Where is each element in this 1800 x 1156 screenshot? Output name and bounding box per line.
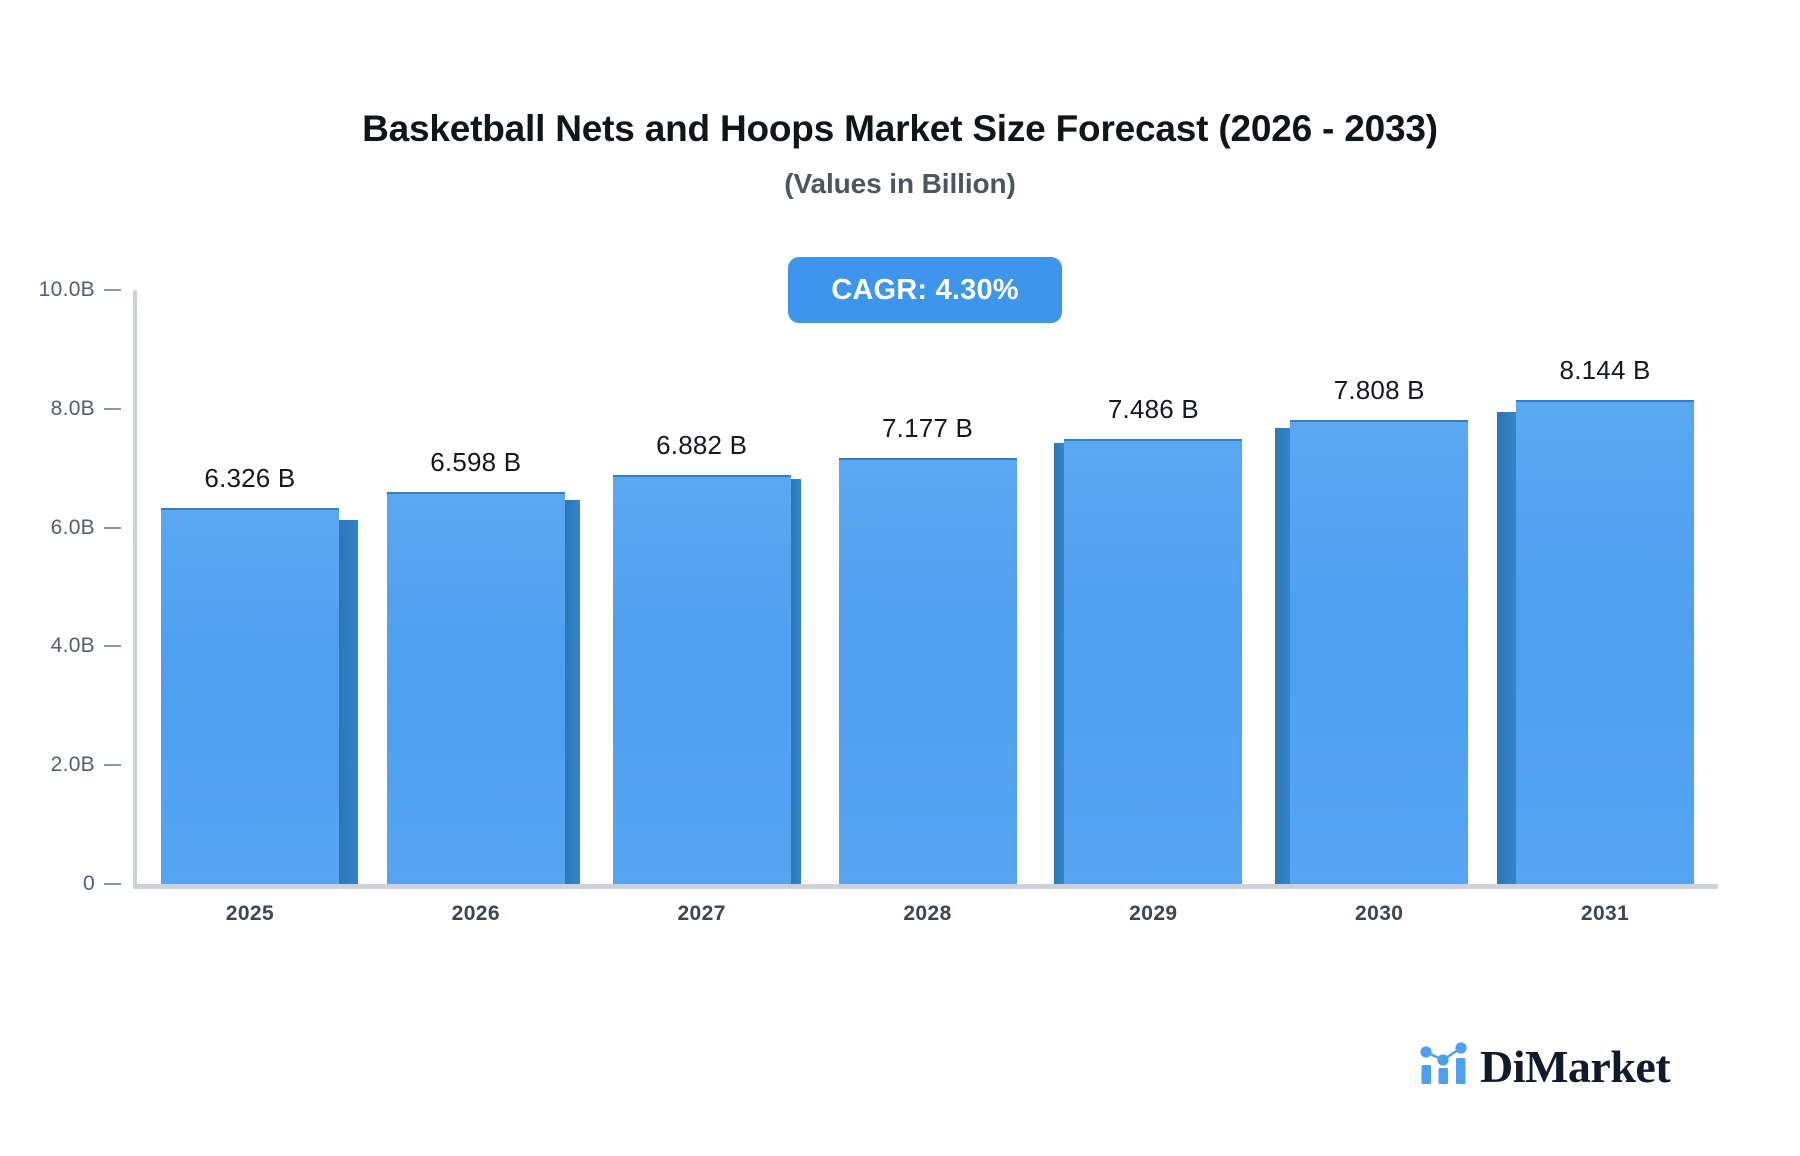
bar-value-label: 8.144 B — [1559, 355, 1651, 386]
bar-chart-dots-icon — [1418, 1040, 1470, 1093]
x-axis-category-label: 2029 — [1129, 902, 1178, 925]
y-axis-tick-mark — [104, 883, 121, 885]
y-axis-tick-mark — [104, 526, 121, 529]
bar-side-face — [338, 520, 358, 884]
bar-side-face — [1497, 412, 1517, 884]
brand-logo: DiMarket — [1418, 1040, 1671, 1093]
bar-front-face — [1064, 439, 1243, 884]
bar: 7.808 B — [1275, 0, 1469, 884]
y-axis-line — [133, 290, 137, 886]
bar-front-face — [160, 508, 339, 884]
bar-front-face — [612, 475, 791, 884]
y-axis-tick-label: 4.0B — [50, 634, 95, 658]
bar-value-label: 7.177 B — [881, 412, 974, 443]
bar: 8.144 B — [1497, 0, 1695, 884]
y-axis-tick-label: 0 — [83, 872, 95, 895]
y-axis-tick-mark — [104, 764, 121, 767]
x-axis-category-label: 2027 — [677, 902, 726, 925]
bar-value-label: 6.326 B — [204, 463, 296, 494]
brand-name: DiMarket — [1480, 1040, 1671, 1092]
y-axis-tick-label: 2.0B — [50, 753, 95, 777]
bar-value-label: 7.808 B — [1333, 375, 1425, 406]
y-axis-tick-label: 10.0B — [38, 278, 95, 301]
cagr-badge: CAGR: 4.30% — [788, 257, 1062, 323]
title-block: Basketball Nets and Hoops Market Size Fo… — [0, 108, 1800, 200]
bar-value-label: 7.486 B — [1107, 394, 1199, 425]
bar-front-face — [1516, 400, 1695, 884]
x-axis-category-label: 2031 — [1580, 902, 1630, 925]
x-axis-category-label: 2028 — [903, 902, 952, 925]
bar-side-face — [1054, 443, 1065, 884]
x-axis-category-label: 2025 — [225, 902, 275, 925]
x-axis-category-label: 2030 — [1355, 902, 1404, 925]
x-axis-line — [133, 884, 1718, 889]
bar-side-face — [564, 500, 580, 884]
bar: 6.598 B — [386, 0, 580, 884]
bar: 7.486 B — [1054, 0, 1243, 884]
bar-front-face — [386, 492, 565, 884]
y-axis-tick-mark — [104, 645, 121, 648]
bar-front-face — [838, 457, 1017, 884]
y-axis-tick-label: 8.0B — [50, 396, 95, 420]
bar-front-face — [1290, 420, 1469, 884]
bar-value-label: 6.598 B — [430, 447, 522, 478]
bar: 7.177 B — [838, 0, 1017, 884]
x-axis-category-label: 2026 — [451, 902, 500, 925]
bar-side-face — [1275, 428, 1291, 884]
chart-subtitle: (Values in Billion) — [784, 167, 1016, 199]
bar: 6.882 B — [612, 0, 801, 884]
y-axis-tick-mark — [104, 407, 121, 410]
cagr-badge-label: CAGR: 4.30% — [831, 273, 1019, 306]
bar-side-face — [790, 479, 801, 884]
page-title: Basketball Nets and Hoops Market Size Fo… — [362, 108, 1438, 149]
y-axis-tick-mark — [104, 289, 121, 291]
bar: 6.326 B — [160, 0, 358, 884]
bar-value-label: 6.882 B — [656, 430, 748, 461]
y-axis-tick-label: 6.0B — [50, 515, 95, 539]
